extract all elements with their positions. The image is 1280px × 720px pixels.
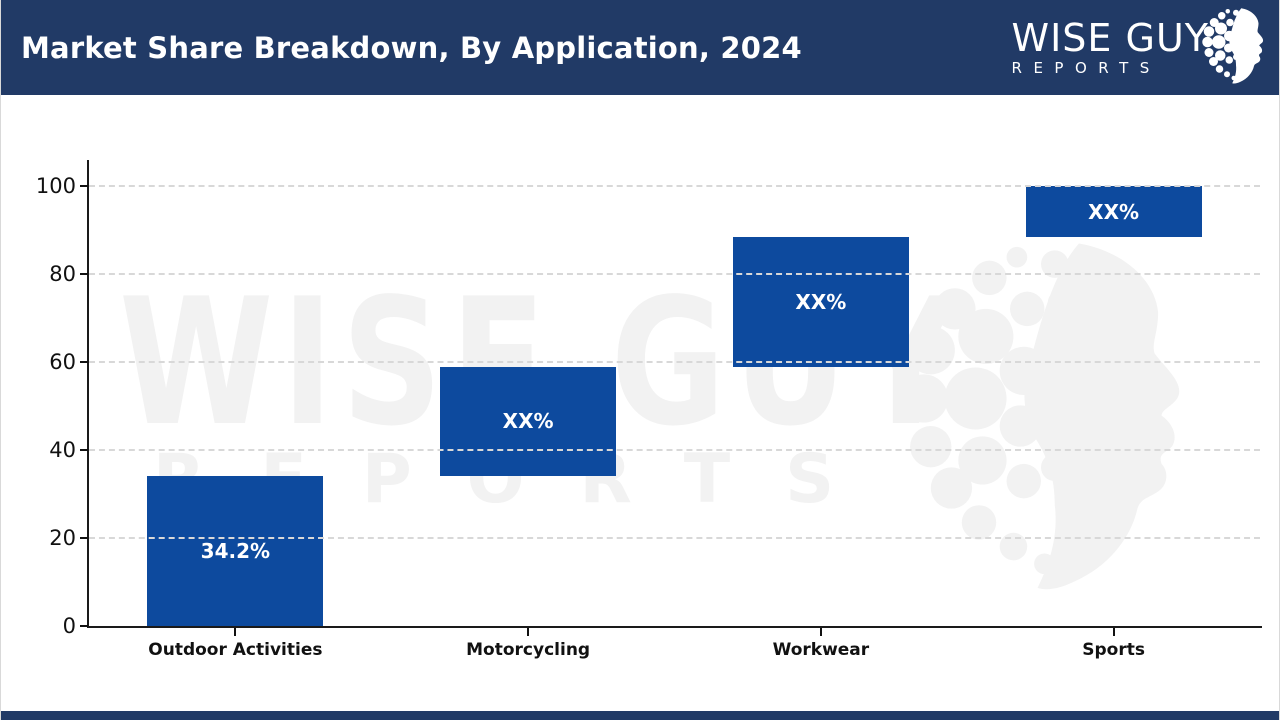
gridline — [89, 449, 1260, 451]
x-tick-label: Motorcycling — [466, 640, 591, 660]
x-tick-label: Sports — [1082, 640, 1145, 660]
x-axis-tick — [234, 628, 237, 636]
bar-value-label: 34.2% — [200, 538, 271, 563]
logo-text: WISE GUY REPORTS — [1011, 15, 1209, 78]
gridline — [89, 537, 1260, 539]
y-axis-tick — [80, 625, 88, 627]
footer-bar — [1, 711, 1279, 720]
x-axis-spine — [87, 626, 1262, 628]
wiseguy-face-icon — [1202, 8, 1264, 84]
bar — [732, 237, 909, 368]
y-axis-tick — [80, 273, 88, 275]
bar — [1025, 186, 1202, 238]
x-tick-label: Workwear — [772, 640, 870, 660]
y-axis-spine — [87, 160, 89, 628]
x-axis-tick — [819, 628, 822, 636]
bar-value-label: XX% — [1088, 199, 1140, 224]
gridline — [89, 361, 1260, 363]
logo-wordmark: WISE GUY — [1011, 15, 1209, 60]
bar — [147, 475, 324, 626]
bar — [440, 367, 617, 476]
x-axis-tick — [527, 628, 530, 636]
y-tick-label: 80 — [49, 262, 76, 286]
y-axis-tick — [80, 537, 88, 539]
y-axis-tick — [80, 361, 88, 363]
y-tick-label: 40 — [49, 438, 76, 462]
y-tick-label: 0 — [62, 614, 76, 638]
y-axis-tick — [80, 185, 88, 187]
gridline — [89, 273, 1260, 275]
watermark-face-icon — [899, 243, 1180, 590]
y-tick-label: 100 — [35, 174, 76, 198]
wiseguy-logo: WISE GUY REPORTS — [1012, 6, 1271, 90]
y-tick-label: 20 — [49, 526, 76, 550]
gridline — [89, 185, 1260, 187]
x-axis-tick — [1112, 628, 1115, 636]
x-tick-label: Outdoor Activities — [148, 640, 323, 660]
y-axis-tick — [80, 449, 88, 451]
y-tick-label: 60 — [49, 350, 76, 374]
bar-value-label: XX% — [795, 290, 847, 315]
header: Market Share Breakdown, By Application, … — [1, 0, 1279, 95]
page-title: Market Share Breakdown, By Application, … — [21, 30, 802, 65]
logo-subtitle: REPORTS — [1011, 59, 1161, 78]
bar-value-label: XX% — [502, 409, 554, 434]
